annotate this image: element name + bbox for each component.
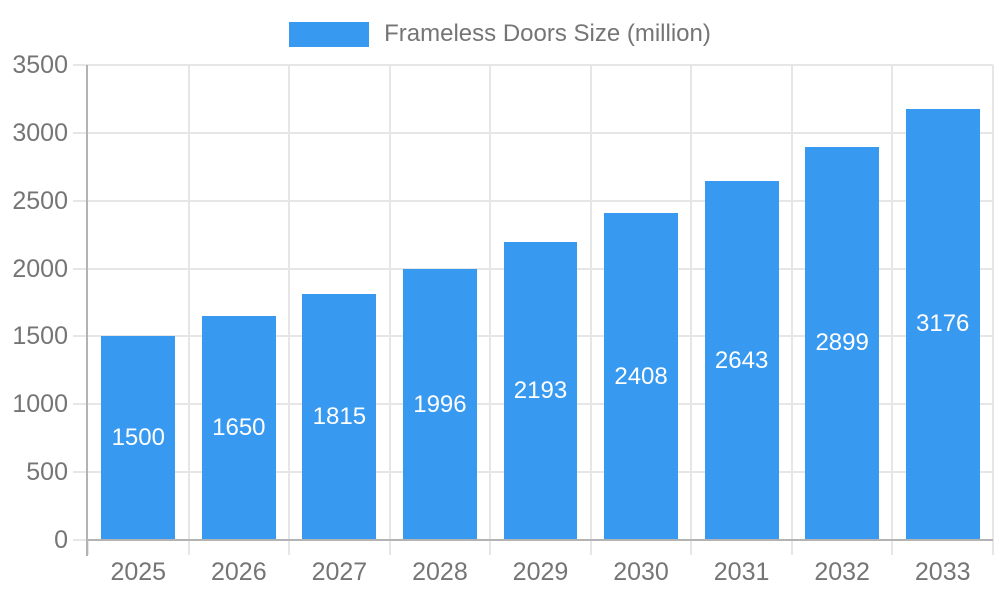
x-axis-label: 2030: [613, 558, 669, 586]
x-axis-label: 2028: [412, 558, 468, 586]
bar-value-label: 2408: [614, 362, 668, 390]
bar-2027[interactable]: 1815: [302, 293, 377, 540]
bar-2032[interactable]: 2899: [805, 146, 880, 540]
gridline-vertical: [489, 65, 492, 540]
x-axis-label: 2026: [211, 558, 267, 586]
y-axis-label: 500: [26, 458, 68, 487]
plot-area: 0 500 1000 1500 2000 2500 3000 3500 1500 2025 1650…: [12, 51, 994, 586]
bar-2025[interactable]: 1500: [101, 336, 176, 540]
gridline-vertical: [589, 65, 592, 540]
x-axis-tick: [992, 540, 994, 555]
legend-item[interactable]: Frameless Doors Size (million): [289, 20, 711, 48]
x-axis-label: 2029: [512, 558, 569, 586]
gridline-horizontal: [73, 199, 993, 202]
gridline-horizontal: [73, 131, 993, 134]
bar-value-label: 2193: [513, 377, 568, 405]
bar-2026[interactable]: 1650: [201, 316, 276, 540]
gridline-vertical: [388, 65, 391, 540]
x-axis-tick: [489, 540, 492, 555]
gridline-vertical: [891, 65, 894, 540]
bar-value-label: 1815: [312, 402, 367, 430]
bar-2031[interactable]: 2643: [704, 181, 779, 540]
gridline-vertical: [187, 65, 190, 540]
bar-value-label: 2643: [714, 346, 769, 374]
x-axis-label: 2032: [814, 558, 870, 586]
x-axis-tick: [690, 540, 693, 555]
x-axis-label: 2025: [110, 558, 167, 586]
x-axis-line: [88, 539, 993, 541]
y-axis-label: 1000: [12, 390, 68, 419]
y-axis-label: 2500: [12, 186, 68, 215]
bar-2028[interactable]: 1996: [402, 269, 477, 540]
x-axis-tick: [790, 540, 793, 555]
gridline-vertical: [992, 65, 994, 540]
x-axis-tick: [87, 540, 89, 555]
x-axis-tick: [388, 540, 391, 555]
bar-2029[interactable]: 2193: [503, 242, 578, 540]
gridline-vertical: [790, 65, 793, 540]
x-axis-label: 2027: [311, 558, 368, 586]
bar-value-label: 1650: [212, 414, 266, 442]
legend-label: Frameless Doors Size (million): [384, 20, 711, 47]
x-axis-tick: [891, 540, 894, 555]
gridline-horizontal: [73, 64, 993, 66]
x-axis-tick: [589, 540, 592, 555]
bar-value-label: 1996: [413, 390, 467, 418]
x-axis-tick: [288, 540, 291, 555]
gridline-vertical: [690, 65, 693, 540]
x-axis-tick: [187, 540, 190, 555]
x-axis-label: 2033: [914, 558, 971, 586]
bar-2033[interactable]: 3176: [905, 108, 980, 540]
y-axis-label: 3500: [12, 51, 68, 79]
y-axis-label: 2000: [12, 254, 68, 283]
legend: Frameless Doors Size (million): [0, 20, 1000, 48]
y-axis-label: 0: [54, 526, 68, 554]
gridline-vertical: [288, 65, 291, 540]
x-axis-label: 2031: [713, 558, 770, 586]
legend-swatch-icon: [289, 21, 370, 47]
bar-value-label: 2899: [815, 329, 869, 357]
y-axis-line: [86, 65, 88, 556]
y-axis-label: 1500: [12, 322, 68, 351]
bar-value-label: 3176: [916, 310, 970, 338]
bar-2030[interactable]: 2408: [604, 213, 678, 540]
bar-value-label: 1500: [111, 424, 165, 452]
y-axis-label: 3000: [12, 118, 68, 147]
